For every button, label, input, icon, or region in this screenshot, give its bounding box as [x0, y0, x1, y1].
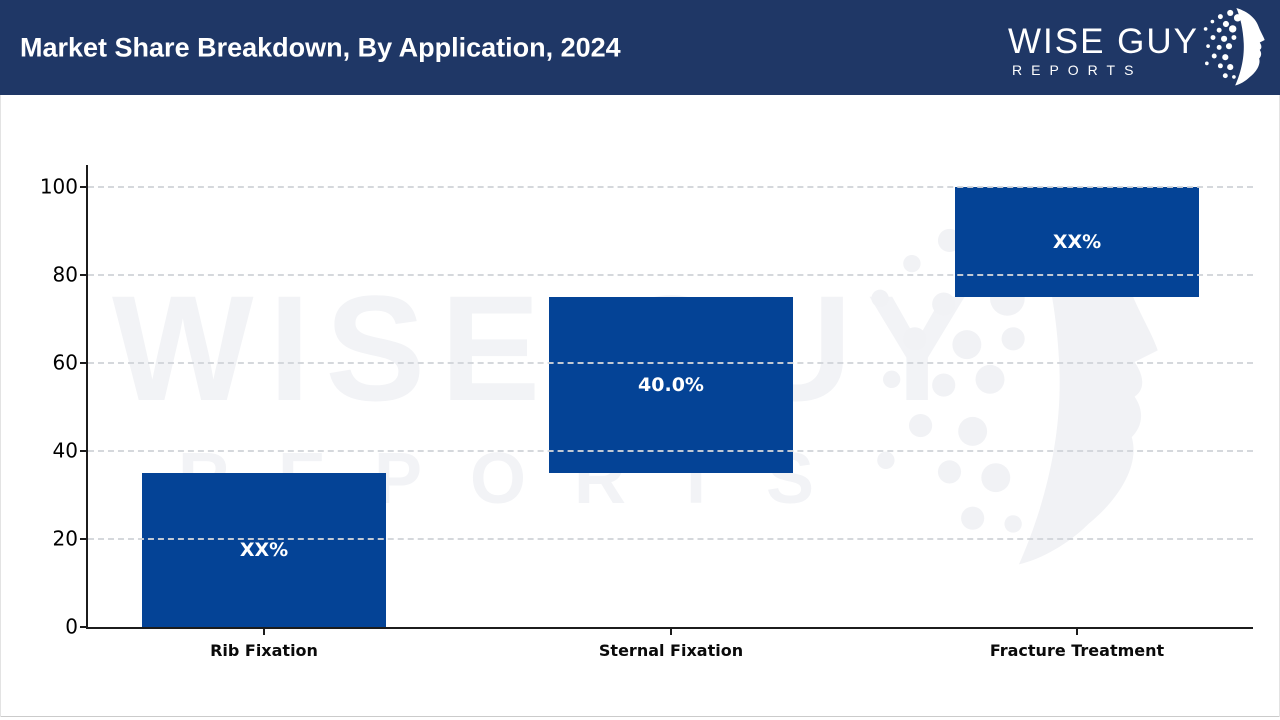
y-tick-label: 100 — [39, 174, 78, 199]
y-tick — [80, 274, 88, 276]
y-tick-label: 80 — [52, 262, 78, 287]
bar — [142, 473, 386, 627]
logo-reports-text: REPORTS — [1012, 62, 1143, 78]
bar — [549, 297, 793, 473]
grid-line — [88, 186, 1253, 188]
y-tick-label: 0 — [65, 614, 78, 639]
x-tick — [1076, 629, 1078, 635]
y-tick — [80, 538, 88, 540]
y-tick-label: 40 — [52, 438, 78, 463]
bar-value-label: XX% — [1052, 231, 1102, 253]
wiseguy-logo: WISE GUY REPORTS — [1008, 6, 1268, 90]
logo-wordmark: WISE GUY — [1008, 22, 1200, 61]
y-tick-label: 20 — [52, 526, 78, 551]
chart-title: Market Share Breakdown, By Application, … — [20, 32, 621, 62]
logo-face-icon — [1203, 8, 1265, 86]
x-axis-line — [86, 627, 1253, 629]
y-tick — [80, 450, 88, 452]
x-category-label: Fracture Treatment — [989, 641, 1165, 660]
grid-line — [88, 362, 1253, 364]
y-tick — [80, 186, 88, 188]
bar-value-label: 40.0% — [638, 374, 704, 396]
grid-line — [88, 450, 1253, 452]
header-bar: Market Share Breakdown, By Application, … — [0, 0, 1280, 95]
y-tick-label: 60 — [52, 350, 78, 375]
x-tick — [263, 629, 265, 635]
grid-line — [88, 274, 1253, 276]
grid-line — [88, 538, 1253, 540]
left-border — [0, 95, 1, 717]
x-category-label: Rib Fixation — [210, 641, 318, 660]
y-tick — [80, 362, 88, 364]
bar-value-label: XX% — [239, 539, 289, 561]
bottom-border — [0, 716, 1280, 717]
x-tick — [670, 629, 672, 635]
y-tick — [80, 626, 88, 628]
y-axis-line — [86, 165, 88, 629]
x-category-label: Sternal Fixation — [598, 641, 744, 660]
